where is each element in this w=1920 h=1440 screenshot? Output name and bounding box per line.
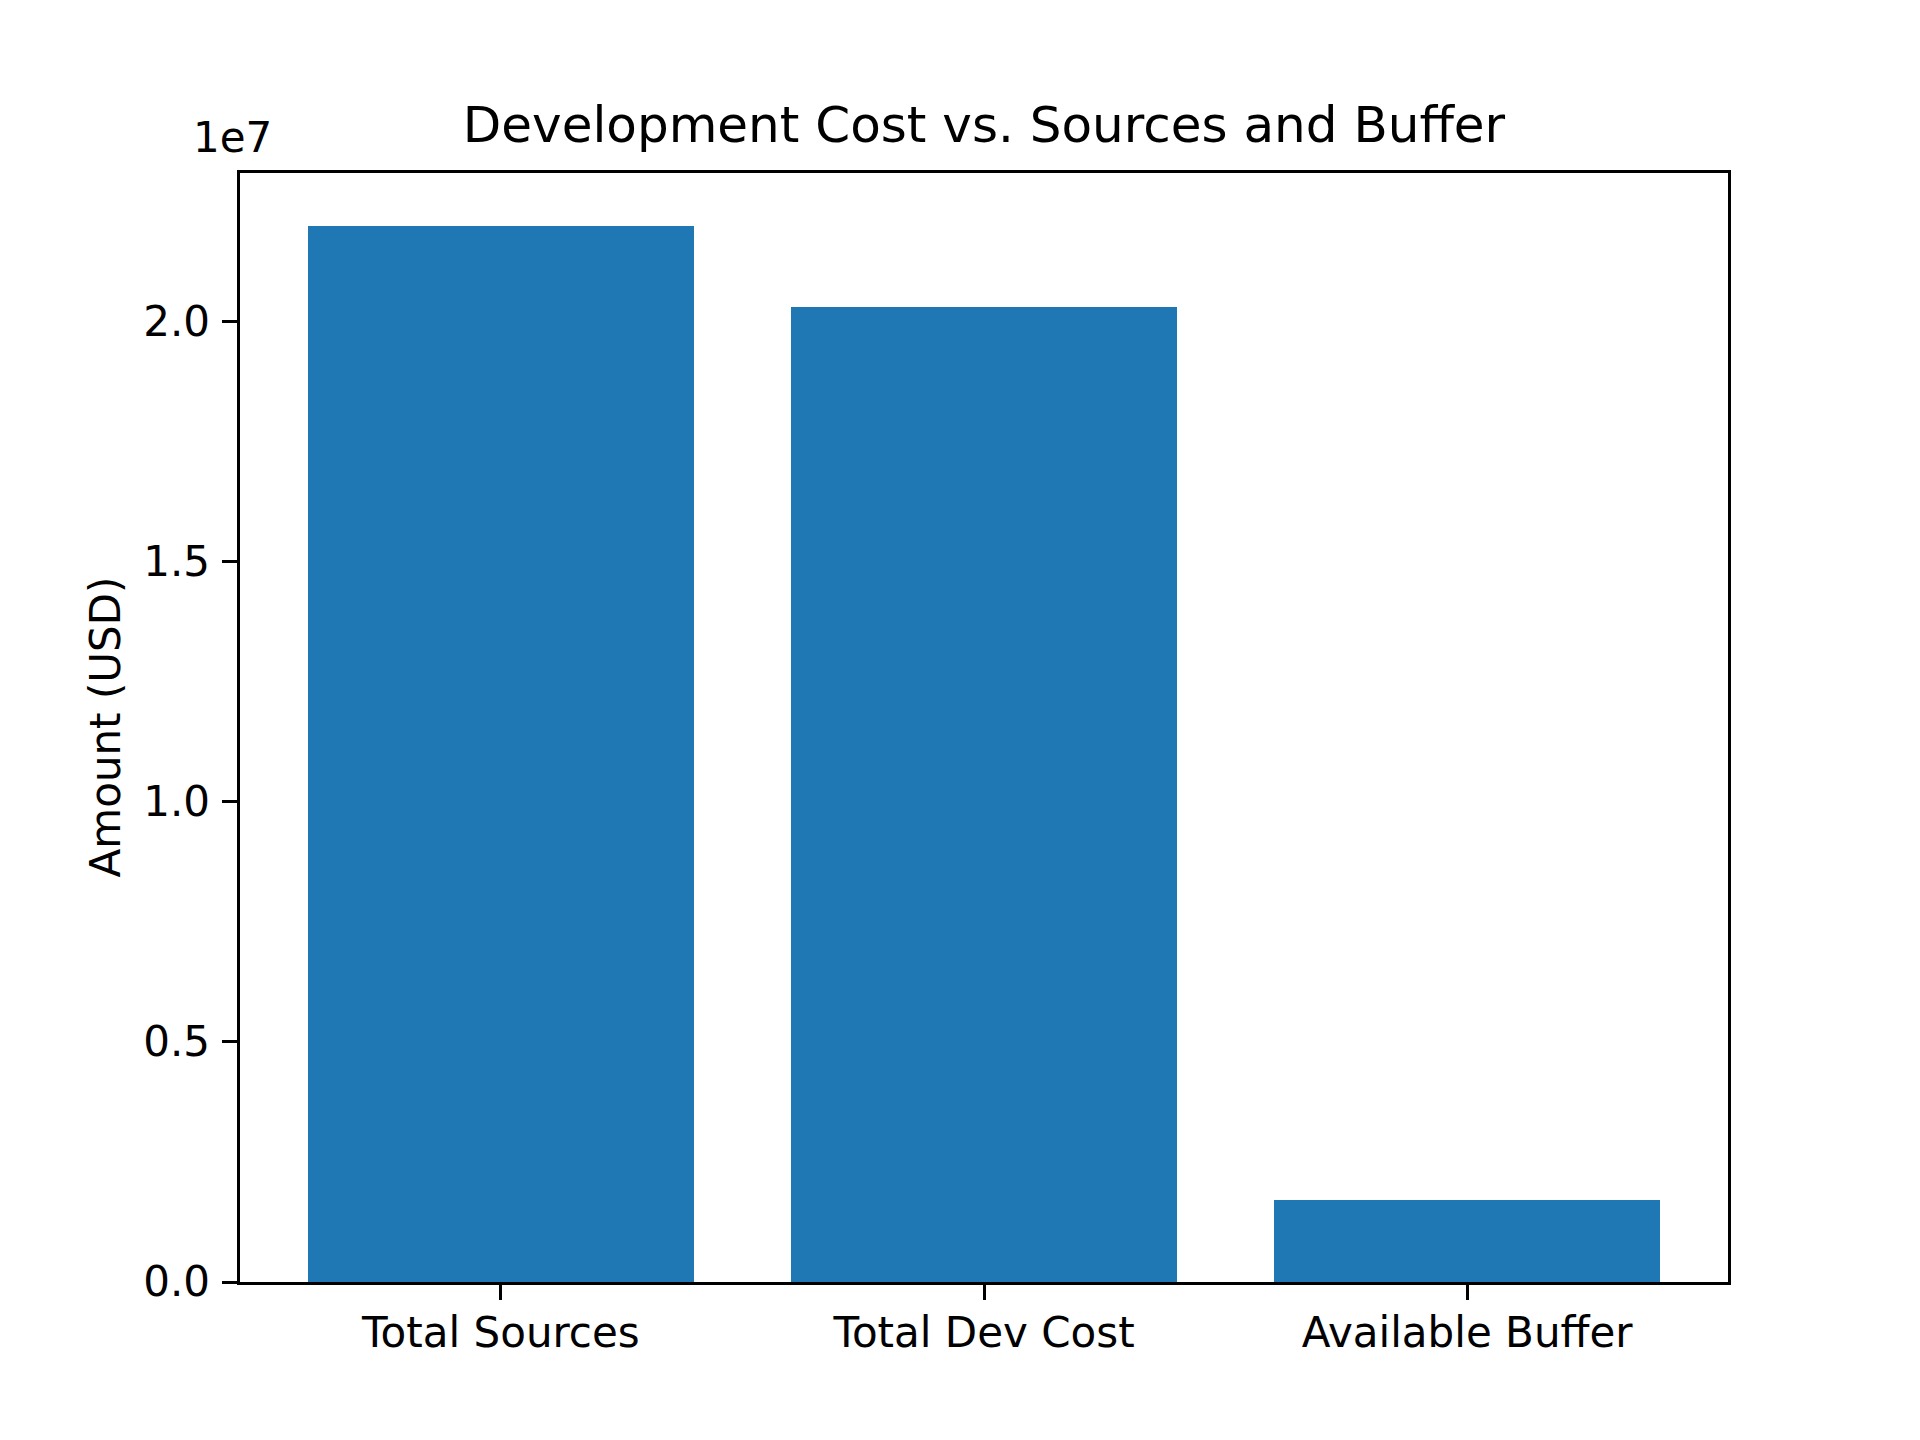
y-tick-label: 1.0 xyxy=(143,781,210,823)
x-tick-mark xyxy=(1466,1285,1469,1300)
y-tick-label: 2.0 xyxy=(143,301,210,343)
y-tick-mark xyxy=(222,1040,237,1043)
x-tick-mark xyxy=(499,1285,502,1300)
x-tick-label: Total Sources xyxy=(362,1312,640,1354)
x-tick-label: Available Buffer xyxy=(1302,1312,1633,1354)
y-axis-offset-label: 1e7 xyxy=(193,117,272,159)
bar-total-dev-cost xyxy=(791,307,1177,1282)
x-tick-mark xyxy=(983,1285,986,1300)
y-axis-label: Amount (USD) xyxy=(85,577,127,878)
y-tick-mark xyxy=(222,560,237,563)
chart-figure: Development Cost vs. Sources and Buffer … xyxy=(0,0,1920,1440)
y-tick-label: 0.5 xyxy=(143,1021,210,1063)
bar-total-sources xyxy=(308,226,694,1282)
y-tick-mark xyxy=(222,800,237,803)
y-tick-label: 1.5 xyxy=(143,541,210,583)
chart-title: Development Cost vs. Sources and Buffer xyxy=(463,100,1505,150)
y-tick-mark xyxy=(222,320,237,323)
y-tick-label: 0.0 xyxy=(143,1261,210,1303)
bar-available-buffer xyxy=(1274,1200,1660,1282)
plot-area: Total SourcesTotal Dev CostAvailable Buf… xyxy=(237,170,1731,1285)
y-tick-mark xyxy=(222,1281,237,1284)
x-tick-label: Total Dev Cost xyxy=(833,1312,1134,1354)
